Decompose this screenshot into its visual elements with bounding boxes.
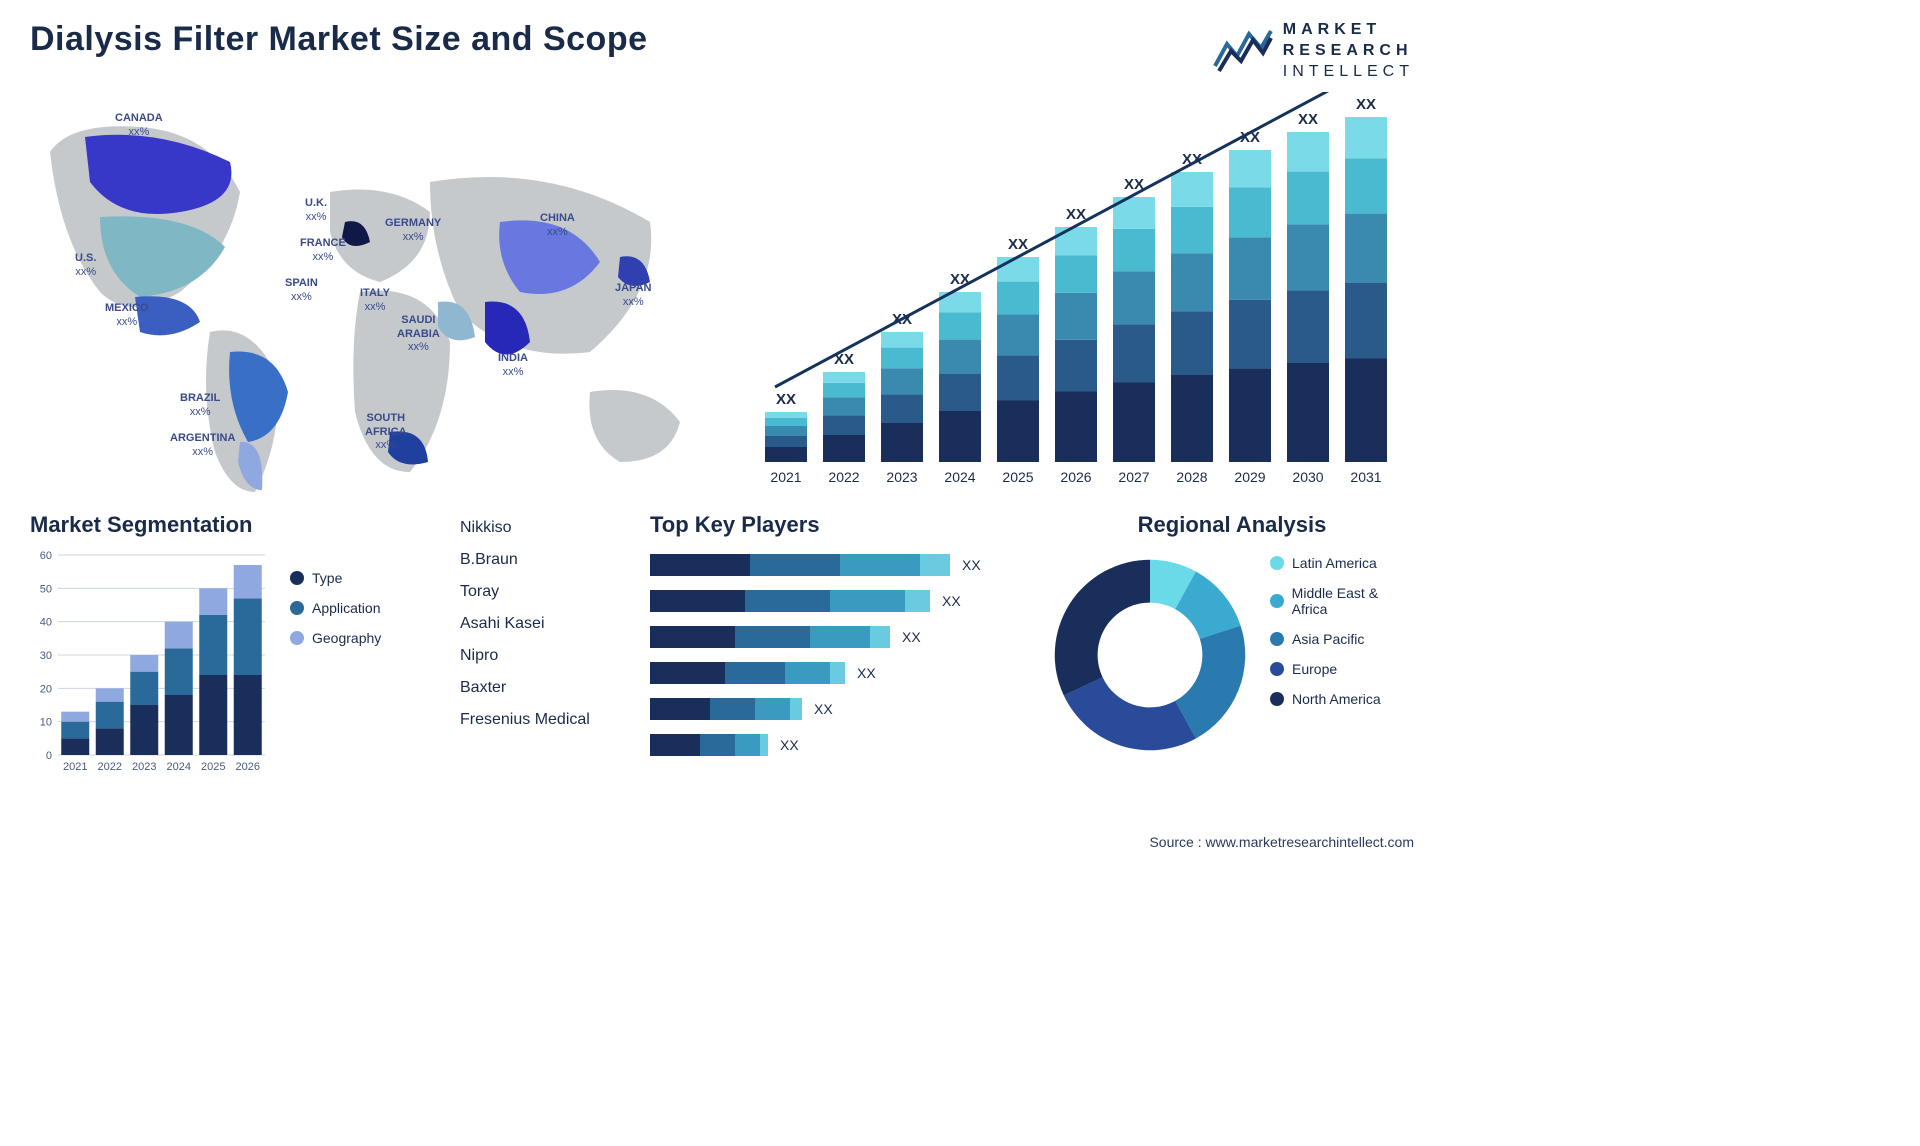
- logo-icon: [1213, 26, 1273, 76]
- legend-item: Latin America: [1270, 555, 1414, 571]
- svg-text:30: 30: [40, 650, 52, 662]
- svg-text:2023: 2023: [132, 761, 156, 773]
- svg-text:50: 50: [40, 584, 52, 596]
- map-label: GERMANYxx%: [385, 217, 441, 243]
- svg-text:2024: 2024: [167, 761, 191, 773]
- segmentation-panel: Market Segmentation 0 10 20 30 40 50 60 2021 202…: [30, 512, 430, 802]
- svg-text:2025: 2025: [201, 761, 225, 773]
- regional-legend: Latin America Middle East & Africa Asia Pa…: [1270, 550, 1414, 721]
- players-list: NikkisoB.BraunTorayAsahi KaseiNiproBaxte…: [460, 512, 625, 736]
- players-bar-chart: XX XX XX XX XX XX: [650, 550, 1020, 790]
- players-panel: NikkisoB.BraunTorayAsahi KaseiNiproBaxte…: [460, 512, 1020, 802]
- map-label: ARGENTINAxx%: [170, 432, 235, 458]
- svg-text:2030: 2030: [1292, 469, 1323, 485]
- svg-text:XX: XX: [1008, 236, 1028, 253]
- svg-text:2025: 2025: [1002, 469, 1033, 485]
- player-name: Nikkiso: [460, 512, 625, 544]
- svg-text:40: 40: [40, 617, 52, 629]
- segmentation-legend: Type Application Geography: [290, 550, 430, 790]
- svg-text:2024: 2024: [944, 469, 975, 485]
- svg-text:60: 60: [40, 550, 52, 562]
- map-label: SOUTHAFRICAxx%: [365, 412, 407, 452]
- map-label: CANADAxx%: [115, 112, 163, 138]
- svg-text:2026: 2026: [1060, 469, 1091, 485]
- map-label: U.K.xx%: [305, 197, 327, 223]
- legend-item: North America: [1270, 691, 1414, 707]
- player-name: Nipro: [460, 640, 625, 672]
- svg-text:20: 20: [40, 684, 52, 696]
- brand-logo: MARKET RESEARCH INTELLECT: [1213, 20, 1414, 82]
- svg-text:2028: 2028: [1176, 469, 1207, 485]
- svg-text:0: 0: [46, 750, 52, 762]
- svg-text:2022: 2022: [828, 469, 859, 485]
- map-label: SPAINxx%: [285, 277, 318, 303]
- player-name: Baxter: [460, 672, 625, 704]
- segmentation-chart-svg: 0 10 20 30 40 50 60 2021 2022 2023 2024 2025 2026: [30, 550, 270, 780]
- svg-text:2021: 2021: [63, 761, 87, 773]
- regional-title: Regional Analysis: [1050, 512, 1414, 538]
- svg-text:2029: 2029: [1234, 469, 1265, 485]
- map-label: MEXICOxx%: [105, 302, 148, 328]
- svg-text:2031: 2031: [1350, 469, 1381, 485]
- legend-item: Type: [290, 570, 430, 586]
- legend-item: Application: [290, 600, 430, 616]
- player-name: B.Braun: [460, 544, 625, 576]
- map-label: JAPANxx%: [615, 282, 651, 308]
- segmentation-title: Market Segmentation: [30, 512, 430, 538]
- player-bar-row: XX: [650, 586, 1020, 616]
- map-label: CHINAxx%: [540, 212, 575, 238]
- svg-text:XX: XX: [1356, 96, 1376, 113]
- player-name: Toray: [460, 576, 625, 608]
- svg-text:2022: 2022: [98, 761, 122, 773]
- player-bar-row: XX: [650, 658, 1020, 688]
- legend-item: Europe: [1270, 661, 1414, 677]
- map-label: FRANCExx%: [300, 237, 346, 263]
- growth-chart-svg: XX2021XX2022XX2023XX2024XX2025XX2026XX20…: [750, 92, 1430, 492]
- map-label: U.S.xx%: [75, 252, 96, 278]
- regional-donut-svg: [1050, 550, 1250, 760]
- header: Dialysis Filter Market Size and Scope MA…: [30, 20, 1414, 82]
- svg-text:10: 10: [40, 717, 52, 729]
- player-bar-row: XX: [650, 550, 1020, 580]
- svg-text:2023: 2023: [886, 469, 917, 485]
- players-title: Top Key Players: [650, 512, 1020, 538]
- player-name: Asahi Kasei: [460, 608, 625, 640]
- svg-text:XX: XX: [776, 391, 796, 408]
- map-label: ITALYxx%: [360, 287, 390, 313]
- map-label: INDIAxx%: [498, 352, 528, 378]
- regional-panel: Regional Analysis Latin America Middle Ea…: [1050, 512, 1414, 802]
- svg-text:2021: 2021: [770, 469, 801, 485]
- growth-bar-chart: XX2021XX2022XX2023XX2024XX2025XX2026XX20…: [750, 92, 1430, 492]
- source-text: Source : www.marketresearchintellect.com: [1149, 834, 1414, 850]
- legend-item: Asia Pacific: [1270, 631, 1414, 647]
- player-bar-row: XX: [650, 622, 1020, 652]
- map-label: SAUDIARABIAxx%: [397, 314, 440, 354]
- logo-text: MARKET RESEARCH INTELLECT: [1283, 20, 1414, 82]
- legend-item: Middle East & Africa: [1270, 585, 1414, 617]
- svg-text:2026: 2026: [236, 761, 260, 773]
- player-bar-row: XX: [650, 694, 1020, 724]
- svg-text:2027: 2027: [1118, 469, 1149, 485]
- map-label: BRAZILxx%: [180, 392, 220, 418]
- page-title: Dialysis Filter Market Size and Scope: [30, 20, 648, 59]
- world-map-panel: CANADAxx% U.S.xx% MEXICOxx% BRAZILxx% ARGENT…: [30, 92, 710, 492]
- legend-item: Geography: [290, 630, 430, 646]
- player-name: Fresenius Medical: [460, 704, 625, 736]
- player-bar-row: XX: [650, 730, 1020, 760]
- svg-text:XX: XX: [1298, 111, 1318, 128]
